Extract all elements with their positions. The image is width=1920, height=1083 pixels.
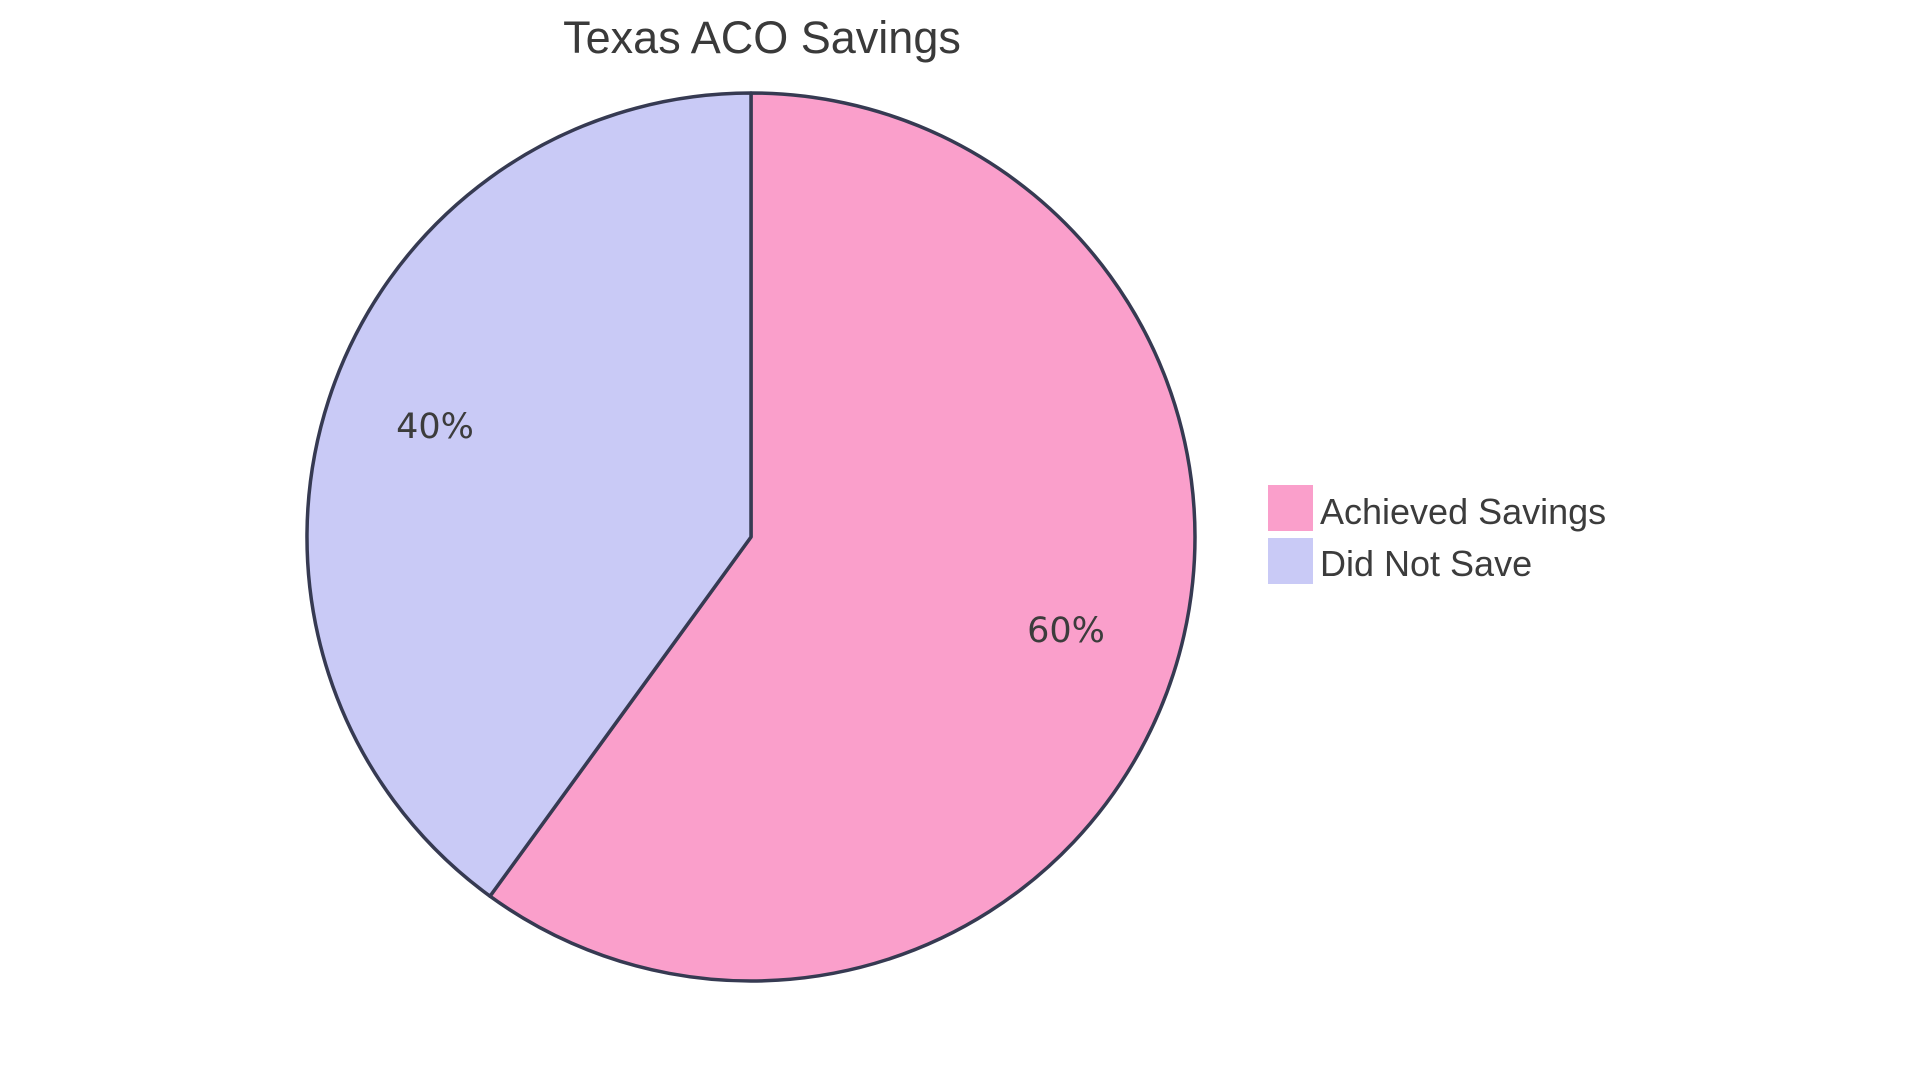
legend-swatch-achieved-savings[interactable] (1268, 485, 1313, 531)
legend-swatch-did-not-save[interactable] (1268, 538, 1313, 584)
chart-title: Texas ACO Savings (563, 12, 961, 63)
slice-label-did-not-save: 40% (396, 407, 474, 447)
slice-label-achieved-savings: 60% (1027, 611, 1105, 651)
legend-label-did-not-save[interactable]: Did Not Save (1320, 543, 1532, 584)
pie-slice-achieved-savings[interactable] (488, 91, 1197, 983)
legend-label-achieved-savings[interactable]: Achieved Savings (1320, 491, 1606, 532)
pie-slice-did-not-save[interactable] (305, 91, 753, 898)
pie-group: 60% 40% (305, 91, 1197, 983)
legend: Achieved Savings Did Not Save (1268, 485, 1606, 584)
